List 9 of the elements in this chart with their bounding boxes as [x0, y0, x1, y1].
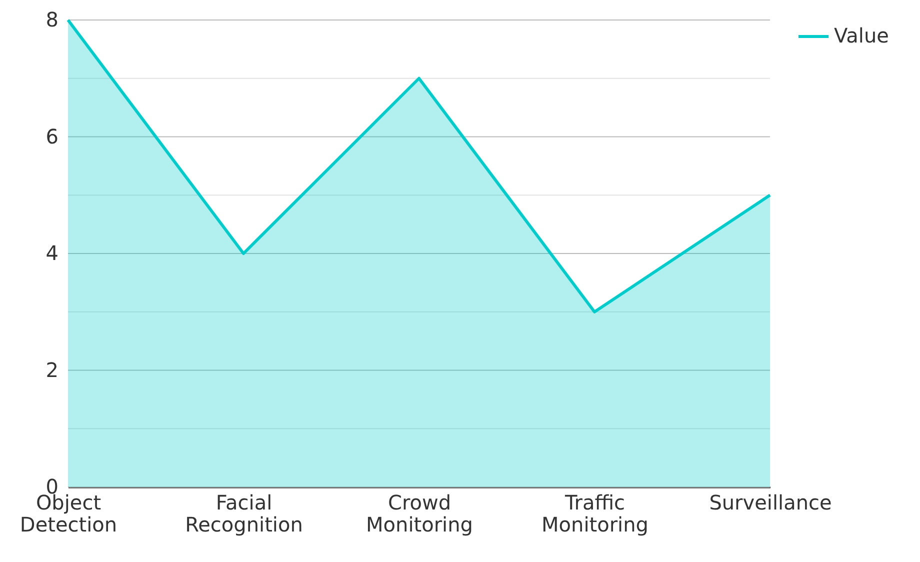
- x-tick-label: Facial Recognition: [185, 490, 303, 536]
- legend-label: Value: [834, 24, 889, 48]
- y-tick-label: 8: [46, 8, 58, 32]
- x-tick-label: Crowd Monitoring: [366, 490, 473, 536]
- x-tick-label: Traffic Monitoring: [542, 490, 648, 536]
- x-tick-label: Surveillance: [709, 490, 832, 514]
- y-tick-label: 2: [46, 358, 58, 382]
- y-tick-label: 4: [46, 241, 58, 265]
- y-tick-label: 6: [46, 124, 58, 148]
